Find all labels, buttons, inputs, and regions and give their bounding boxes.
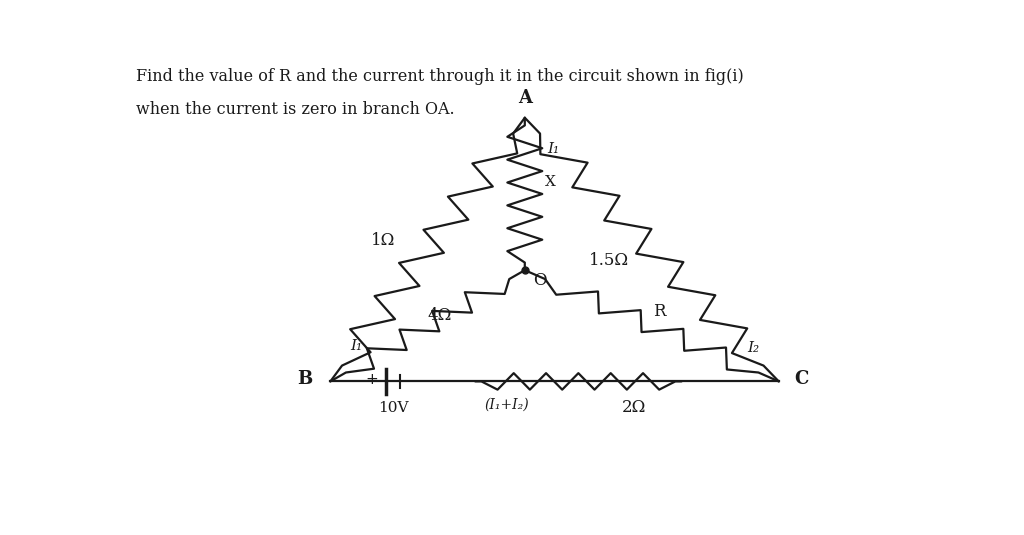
Text: 4Ω: 4Ω (427, 307, 452, 324)
Text: X: X (545, 175, 555, 189)
Text: 10V: 10V (378, 401, 409, 415)
Text: B: B (298, 370, 313, 388)
Text: (I₁+I₂): (I₁+I₂) (484, 398, 529, 412)
Text: 2Ω: 2Ω (622, 399, 646, 416)
Text: C: C (795, 370, 809, 388)
Text: 1Ω: 1Ω (371, 232, 395, 249)
Text: I₁: I₁ (350, 339, 362, 353)
Text: 1.5Ω: 1.5Ω (589, 252, 630, 269)
Text: A: A (518, 89, 531, 108)
Text: +: + (366, 372, 378, 387)
Text: R: R (653, 303, 666, 320)
Text: O: O (532, 272, 546, 289)
Text: Find the value of R and the current through it in the circuit shown in fig(i): Find the value of R and the current thro… (136, 68, 743, 85)
Text: when the current is zero in branch OA.: when the current is zero in branch OA. (136, 101, 455, 118)
Text: I₁: I₁ (547, 142, 559, 156)
Text: I₂: I₂ (746, 341, 759, 355)
